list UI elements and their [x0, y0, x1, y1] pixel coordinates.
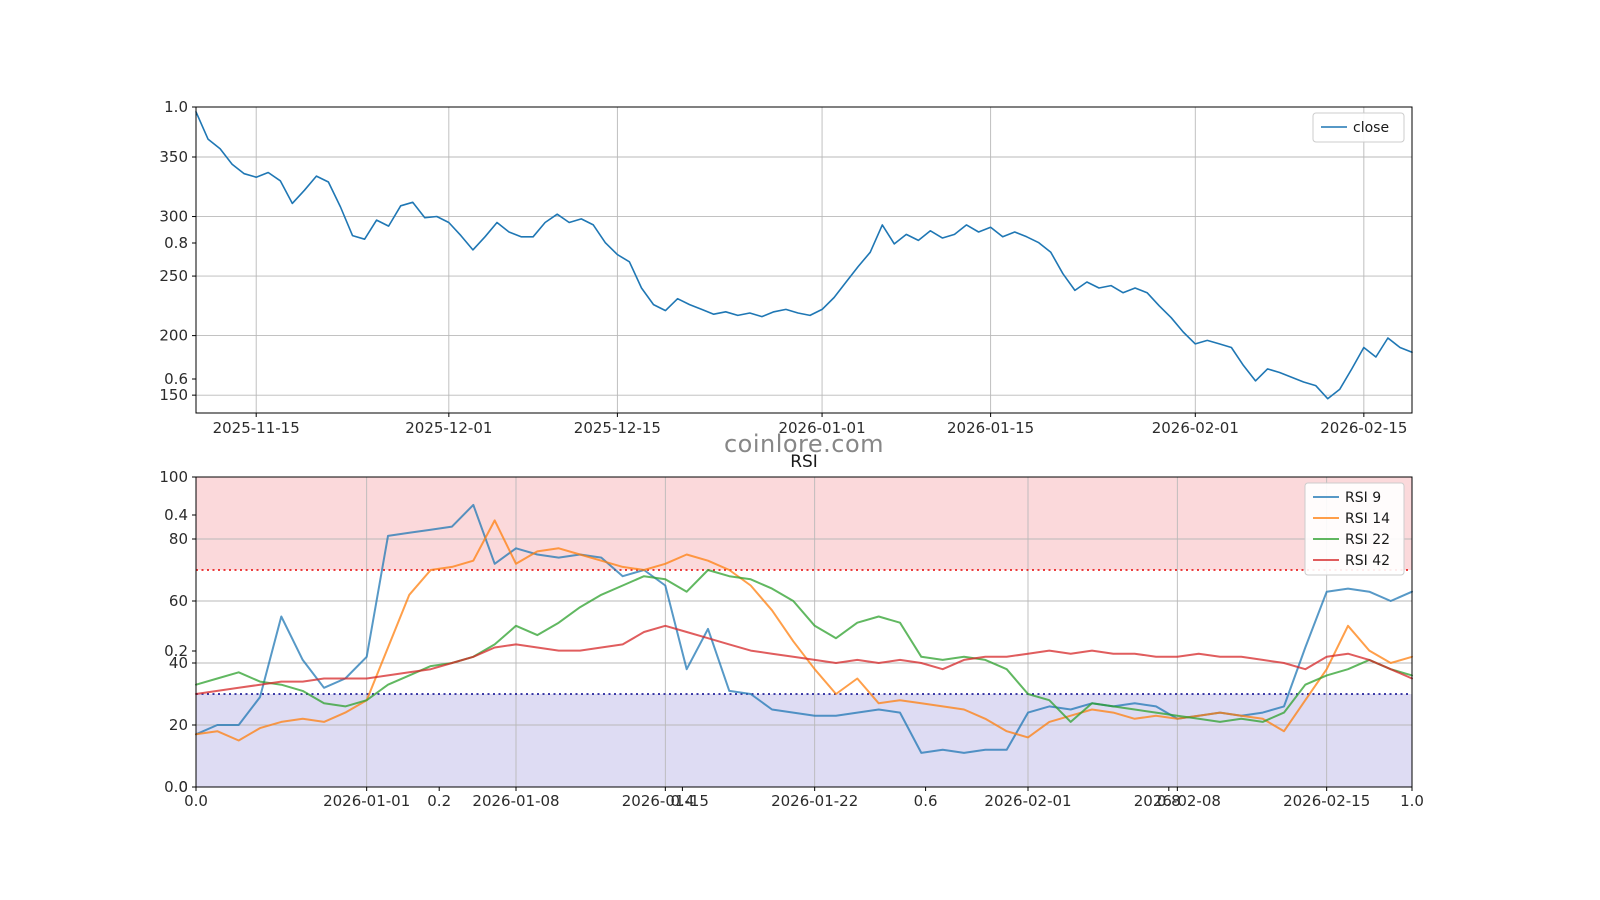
x-tick-label: 2026-02-15: [1320, 419, 1407, 437]
x-tick-label: 2026-02-01: [1152, 419, 1239, 437]
x-tick-label: 2026-02-08: [1134, 792, 1221, 810]
y-tick-label: 300: [159, 208, 188, 226]
series-rsi-42: [195, 624, 1413, 695]
y-tick-label: 40: [169, 654, 188, 672]
overbought-band: [196, 477, 1412, 570]
legend-label: RSI 9: [1345, 490, 1381, 506]
x-tick-label: 2026-02-15: [1283, 792, 1370, 810]
legend-label: close: [1353, 120, 1389, 136]
rsi-panel: 0 20 40 60 80 100 2026-01-01 2026-01-08 2026-01-…: [159, 468, 1413, 810]
y-tick-label: 150: [159, 386, 188, 404]
twin-x-label: 0.4: [670, 792, 694, 810]
oversold-band: [196, 694, 1412, 787]
twin-x-label: 1.0: [1400, 792, 1424, 810]
y-tick-label: 200: [159, 327, 188, 345]
panel-border: [195, 476, 1413, 788]
x-tick-label: 2025-12-15: [574, 419, 661, 437]
twin-x-label: 0.6: [914, 792, 938, 810]
price-panel: 150 200 250 300 350 2025-11-15 2025-12-01 2025-…: [159, 106, 1413, 437]
y-tick-label: 350: [159, 148, 188, 166]
twin-x-label: 0.0: [184, 792, 208, 810]
x-tick-label: 2026-01-08: [472, 792, 559, 810]
legend-label: RSI 14: [1345, 511, 1390, 527]
x-tick-label: 2025-12-01: [405, 419, 492, 437]
x-tick-label: 2025-11-15: [213, 419, 300, 437]
y-tick-label: 60: [169, 592, 188, 610]
legend-rsi: RSI 9 RSI 14 RSI 22 RSI 42: [1304, 482, 1405, 576]
x-tick-label: 2026-01-15: [622, 792, 709, 810]
watermark-text: coinlore.com: [723, 430, 885, 458]
y-tick-label: 250: [159, 267, 188, 285]
legend-price: close: [1312, 112, 1405, 143]
twin-x-label: 0.8: [1157, 792, 1181, 810]
legend-box: [1304, 482, 1405, 576]
legend-box: [1312, 112, 1405, 143]
series-rsi-14: [195, 519, 1413, 742]
twin-y-label: 0.2: [164, 642, 188, 660]
y-tick-label: 20: [169, 716, 188, 734]
x-tick-label: 2026-01-01: [323, 792, 410, 810]
x-tick-label: 2026-01-22: [771, 792, 858, 810]
twin-y-label: 0.8: [164, 234, 188, 252]
y-tick-label: 100: [159, 468, 188, 486]
twin-y-label: 0.6: [164, 370, 188, 388]
legend-label: RSI 22: [1345, 532, 1390, 548]
twin-y-label: 1.0: [164, 98, 188, 116]
rsi-panel-title: RSI: [790, 452, 818, 472]
y-tick-label: 80: [169, 530, 188, 548]
legend-label: RSI 42: [1345, 553, 1390, 569]
series-close: [195, 111, 1413, 400]
x-tick-label: 2026-01-15: [947, 419, 1034, 437]
panel-border: [195, 106, 1413, 414]
twin-y-label: 0.0: [164, 778, 188, 796]
x-tick-label: 2026-01-01: [778, 419, 865, 437]
y-tick-label: 0: [178, 778, 188, 796]
twin-y-label: 0.4: [164, 506, 188, 524]
x-tick-label: 2026-02-01: [984, 792, 1071, 810]
twin-x-label: 0.2: [427, 792, 451, 810]
series-rsi-22: [195, 569, 1413, 723]
